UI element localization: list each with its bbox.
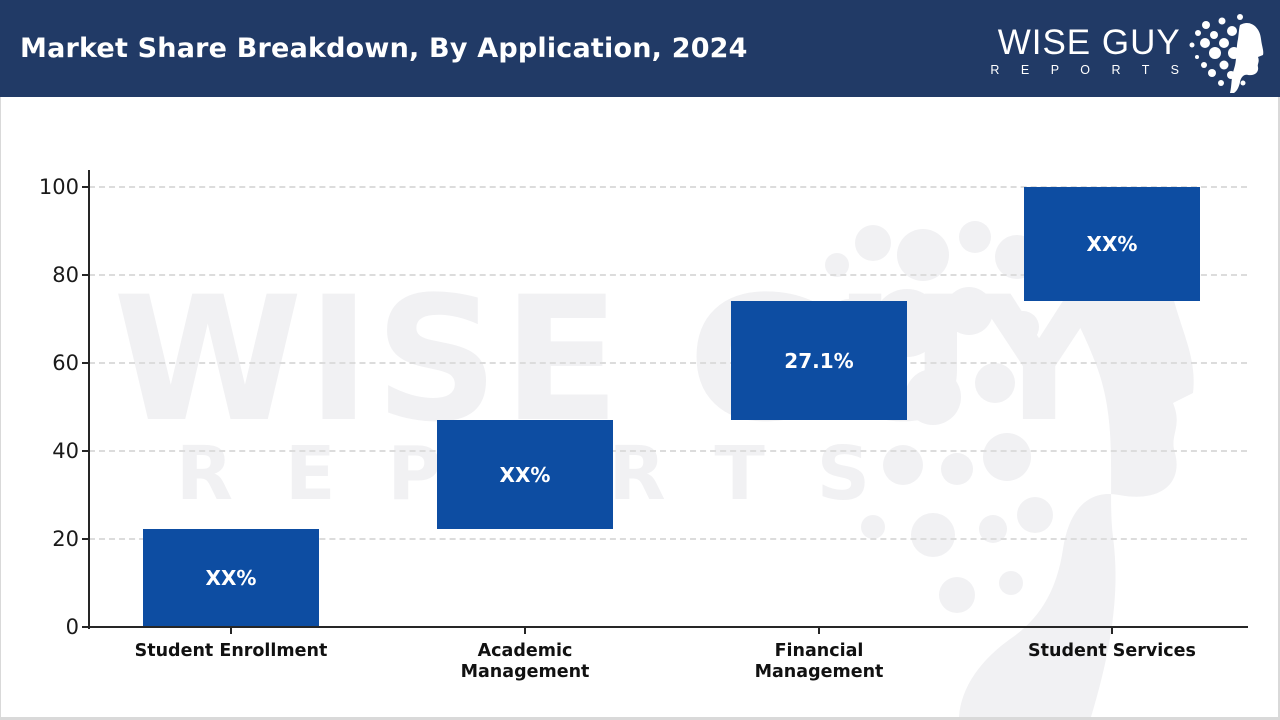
gridline-40 [89,450,1247,452]
x-category-label: Student Services [987,641,1237,662]
bar-value-label: XX% [1086,231,1138,256]
y-tick-mark [82,362,89,364]
y-tick-mark [82,538,89,540]
y-tick-label: 0 [65,615,79,639]
header: Market Share Breakdown, By Application, … [0,0,1280,97]
x-category-label-line: Student Services [1028,641,1196,661]
x-tick-mark [524,627,526,634]
gridline-20 [89,538,1247,540]
gridline-80 [89,274,1247,276]
y-axis-line [88,170,90,629]
bar-financial-management: 27.1% [731,300,907,421]
brand-logo-text: WISE GUY R E P O R T S [990,25,1188,77]
x-category-label: Financial Management [694,641,944,683]
y-tick-label: 20 [52,527,79,551]
bar-value-label: XX% [499,462,551,487]
y-tick-mark [82,450,89,452]
brand-face-icon [1189,13,1264,93]
y-tick-mark [82,626,89,628]
x-category-label-line: Management [460,662,590,682]
page-title: Market Share Breakdown, By Application, … [20,33,748,64]
x-tick-mark [1111,627,1113,634]
y-tick-label: 80 [52,263,79,287]
brand-logo: WISE GUY R E P O R T S [990,7,1266,95]
x-category-label-line: Financial [774,641,864,661]
bar-value-label: XX% [205,566,257,591]
plot: 0 20 40 60 80 100 XX% Student Enrollment XX% Acad… [1,97,1280,720]
x-category-label: Student Enrollment [106,641,356,662]
y-tick-label: 60 [52,351,79,375]
x-category-label-line: Academic [477,641,573,661]
y-tick-mark [82,186,89,188]
x-tick-mark [230,627,232,634]
gridline-60 [89,362,1247,364]
gridline-100 [89,186,1247,188]
x-category-label-line: Student Enrollment [134,641,328,661]
brand-subtitle: R E P O R T S [990,62,1188,77]
bar-academic-management: XX% [437,420,613,530]
y-tick-label: 40 [52,439,79,463]
bar-student-enrollment: XX% [143,529,319,627]
x-axis-line [88,626,1248,628]
bar-student-services: XX% [1024,187,1200,301]
brand-name: WISE GUY [997,22,1181,62]
x-category-label-line: Management [754,662,884,682]
y-tick-mark [82,274,89,276]
bar-value-label: 27.1% [784,348,854,373]
y-tick-label: 100 [38,175,79,199]
x-category-label: Academic Management [400,641,650,683]
x-tick-mark [818,627,820,634]
